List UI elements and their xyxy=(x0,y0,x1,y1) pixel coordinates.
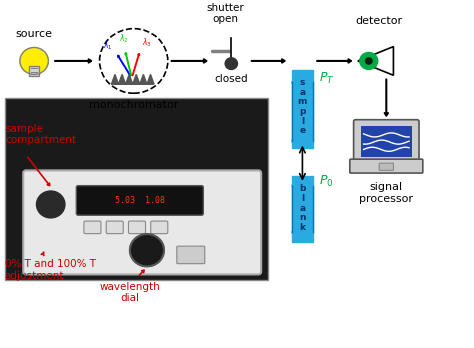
Text: s
a
m
p
l
e: s a m p l e xyxy=(298,78,307,135)
Text: 0% T and 100% T
adjustment: 0% T and 100% T adjustment xyxy=(5,259,96,281)
Ellipse shape xyxy=(292,136,313,145)
FancyBboxPatch shape xyxy=(76,185,203,215)
Circle shape xyxy=(365,58,372,64)
Text: closed: closed xyxy=(215,74,248,85)
Polygon shape xyxy=(111,74,154,84)
Text: b
l
a
n
k: b l a n k xyxy=(299,184,306,232)
FancyBboxPatch shape xyxy=(23,171,261,275)
Text: monochromator: monochromator xyxy=(89,101,178,110)
Polygon shape xyxy=(358,47,393,75)
Text: sample
compartment: sample compartment xyxy=(6,124,77,145)
Ellipse shape xyxy=(292,79,313,86)
FancyBboxPatch shape xyxy=(128,221,146,234)
Text: $P_T$: $P_T$ xyxy=(319,70,335,86)
Text: detector: detector xyxy=(356,16,403,26)
Ellipse shape xyxy=(292,182,313,189)
Text: wavelength
dial: wavelength dial xyxy=(100,282,161,303)
FancyBboxPatch shape xyxy=(5,98,268,280)
Text: 5.03  1.08: 5.03 1.08 xyxy=(115,196,165,205)
Text: shutter
open: shutter open xyxy=(207,2,245,24)
Text: signal
processor: signal processor xyxy=(359,182,413,204)
Text: $P_0$: $P_0$ xyxy=(319,174,334,189)
FancyBboxPatch shape xyxy=(292,70,313,148)
FancyBboxPatch shape xyxy=(29,66,39,76)
FancyBboxPatch shape xyxy=(84,221,101,234)
FancyBboxPatch shape xyxy=(354,120,419,163)
Circle shape xyxy=(100,29,168,93)
Circle shape xyxy=(130,234,164,266)
Ellipse shape xyxy=(292,228,313,237)
FancyBboxPatch shape xyxy=(361,126,412,157)
FancyBboxPatch shape xyxy=(379,163,393,171)
FancyBboxPatch shape xyxy=(350,159,423,173)
FancyBboxPatch shape xyxy=(151,221,168,234)
Circle shape xyxy=(225,58,237,70)
FancyBboxPatch shape xyxy=(177,246,205,264)
Text: $\lambda_1$: $\lambda_1$ xyxy=(103,39,113,52)
Text: $\lambda_3$: $\lambda_3$ xyxy=(142,36,152,49)
FancyBboxPatch shape xyxy=(292,176,313,242)
Text: source: source xyxy=(16,29,53,39)
Circle shape xyxy=(360,53,378,70)
Circle shape xyxy=(36,191,65,218)
Text: $\lambda_2$: $\lambda_2$ xyxy=(119,33,128,45)
FancyBboxPatch shape xyxy=(106,221,123,234)
Circle shape xyxy=(20,47,48,74)
